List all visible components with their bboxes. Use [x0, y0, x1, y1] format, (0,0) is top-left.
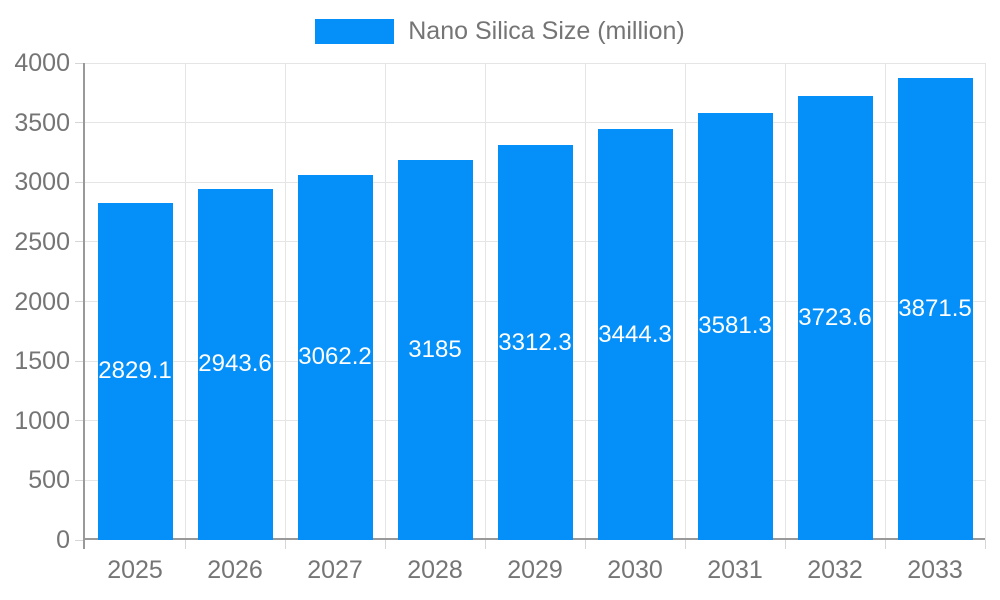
x-tick	[784, 540, 786, 549]
y-axis-label: 3000	[14, 168, 70, 197]
bar-value-label: 3871.5	[898, 295, 972, 323]
v-gridline	[184, 63, 186, 540]
x-axis-label: 2029	[507, 556, 563, 584]
x-axis-label: 2033	[907, 556, 963, 584]
x-tick	[984, 540, 986, 549]
v-gridline	[784, 63, 786, 540]
y-axis-line	[83, 63, 85, 549]
bar-value-label: 2829.1	[98, 357, 172, 385]
bar[interactable]	[497, 145, 573, 540]
y-axis-label: 1000	[14, 406, 70, 435]
bar[interactable]	[797, 95, 873, 540]
x-axis-label: 2026	[207, 556, 263, 584]
v-gridline	[584, 63, 586, 540]
bar[interactable]	[897, 78, 973, 540]
y-tick	[75, 301, 85, 302]
v-gridline	[384, 63, 386, 540]
x-tick	[584, 540, 586, 549]
bar-value-label: 3444.3	[598, 320, 672, 348]
x-axis-label: 2031	[707, 556, 763, 584]
y-tick	[75, 122, 85, 124]
x-tick	[484, 540, 486, 549]
legend-label: Nano Silica Size (million)	[408, 17, 685, 45]
v-gridline	[884, 63, 886, 540]
bar-value-label: 2943.6	[198, 350, 272, 378]
bar-value-label: 3723.6	[798, 303, 872, 331]
x-tick	[184, 540, 186, 549]
h-gridline	[85, 122, 985, 124]
legend[interactable]: Nano Silica Size (million)	[0, 17, 1000, 45]
bar[interactable]	[197, 188, 273, 540]
y-tick	[75, 181, 85, 183]
y-tick	[75, 241, 85, 243]
h-gridline	[85, 62, 985, 64]
bar-value-label: 3062.2	[298, 343, 372, 371]
y-tick	[75, 420, 85, 422]
v-gridline	[684, 63, 686, 540]
x-axis-label: 2027	[307, 556, 363, 584]
bar-value-label: 3312.3	[498, 328, 572, 356]
y-axis-label: 1500	[14, 347, 70, 376]
y-axis-label: 500	[28, 466, 70, 495]
y-tick	[75, 62, 85, 64]
x-axis-label: 2030	[607, 556, 663, 584]
x-tick	[884, 540, 886, 549]
x-tick	[284, 540, 286, 549]
bar-value-label: 3185	[408, 336, 462, 364]
y-axis-label: 2500	[14, 227, 70, 256]
bar[interactable]	[397, 160, 473, 540]
x-tick	[384, 540, 386, 549]
x-axis-label: 2028	[407, 556, 463, 584]
y-axis-label: 3500	[14, 108, 70, 137]
v-gridline	[284, 63, 286, 540]
x-axis-label: 2032	[807, 556, 863, 584]
bar[interactable]	[697, 112, 773, 540]
bar-value-label: 3581.3	[698, 312, 772, 340]
v-gridline	[484, 63, 486, 540]
y-tick	[75, 360, 85, 362]
x-tick	[684, 540, 686, 549]
bar[interactable]	[297, 174, 373, 540]
y-tick	[75, 479, 85, 481]
y-axis-label: 2000	[14, 287, 70, 316]
y-tick	[75, 539, 85, 541]
bar[interactable]	[97, 202, 173, 540]
v-gridline	[984, 63, 986, 540]
x-axis-label: 2025	[107, 556, 163, 584]
y-axis-label: 4000	[14, 49, 70, 77]
legend-swatch	[315, 18, 395, 44]
bar[interactable]	[597, 129, 673, 540]
y-axis-label: 0	[56, 526, 70, 554]
